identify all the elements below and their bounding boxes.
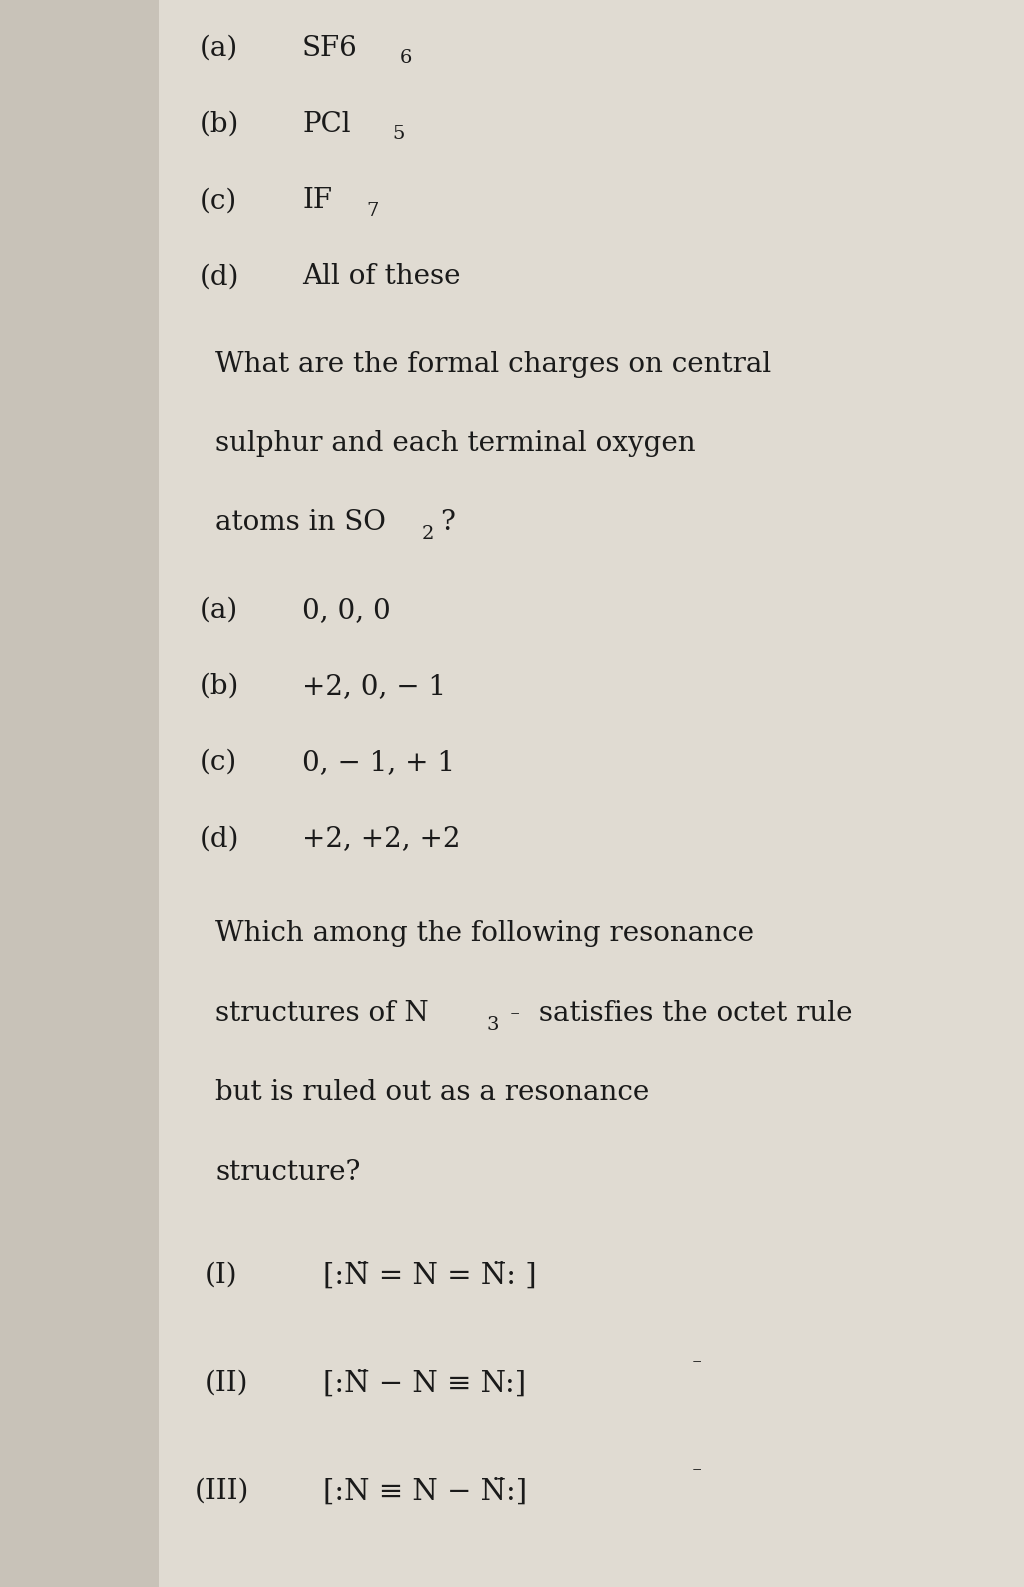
Text: structure?: structure? [215, 1159, 360, 1185]
Text: IF: IF [302, 187, 332, 214]
Text: [:N̈ − N ≡ N:]: [:N̈ − N ≡ N:] [323, 1370, 525, 1398]
Text: (c): (c) [200, 187, 237, 214]
Text: (c): (c) [200, 749, 237, 776]
Text: (I): (I) [205, 1262, 238, 1289]
Text: Which among the following resonance: Which among the following resonance [215, 920, 754, 947]
Text: 3: 3 [486, 1016, 499, 1033]
Text: (II): (II) [205, 1370, 248, 1397]
Text: +2, 0, − 1: +2, 0, − 1 [302, 673, 446, 700]
Text: PCl: PCl [302, 111, 350, 138]
Text: (d): (d) [200, 825, 240, 852]
Text: [:N ≡ N − N̈:]: [:N ≡ N − N̈:] [323, 1477, 526, 1506]
Text: 0, 0, 0: 0, 0, 0 [302, 597, 391, 624]
Text: (III): (III) [195, 1477, 249, 1504]
Text: (b): (b) [200, 673, 239, 700]
Text: (b): (b) [200, 111, 239, 138]
Text: All of these: All of these [302, 263, 461, 290]
Text: atoms in SO: atoms in SO [215, 509, 386, 536]
Text: (a): (a) [200, 597, 238, 624]
FancyBboxPatch shape [0, 0, 159, 1587]
Text: 2: 2 [422, 525, 434, 543]
Text: ⁻: ⁻ [510, 1009, 520, 1027]
Text: satisfies the octet rule: satisfies the octet rule [530, 1000, 853, 1027]
Text: structures of N: structures of N [215, 1000, 429, 1027]
Text: sulphur and each terminal oxygen: sulphur and each terminal oxygen [215, 430, 695, 457]
Text: ⁻: ⁻ [691, 1357, 701, 1374]
Text: 6: 6 [399, 49, 412, 67]
Text: 7: 7 [367, 202, 379, 219]
Text: ?: ? [440, 509, 456, 536]
Text: What are the formal charges on central: What are the formal charges on central [215, 351, 771, 378]
Text: 5: 5 [392, 125, 404, 143]
Text: +2, +2, +2: +2, +2, +2 [302, 825, 461, 852]
Text: 0, − 1, + 1: 0, − 1, + 1 [302, 749, 456, 776]
Text: but is ruled out as a resonance: but is ruled out as a resonance [215, 1079, 649, 1106]
Text: SF6: SF6 [302, 35, 357, 62]
Text: (d): (d) [200, 263, 240, 290]
Text: (a): (a) [200, 35, 238, 62]
Text: [:N̈ = N = N̈: ]: [:N̈ = N = N̈: ] [323, 1262, 537, 1290]
Text: ⁻: ⁻ [691, 1465, 701, 1482]
